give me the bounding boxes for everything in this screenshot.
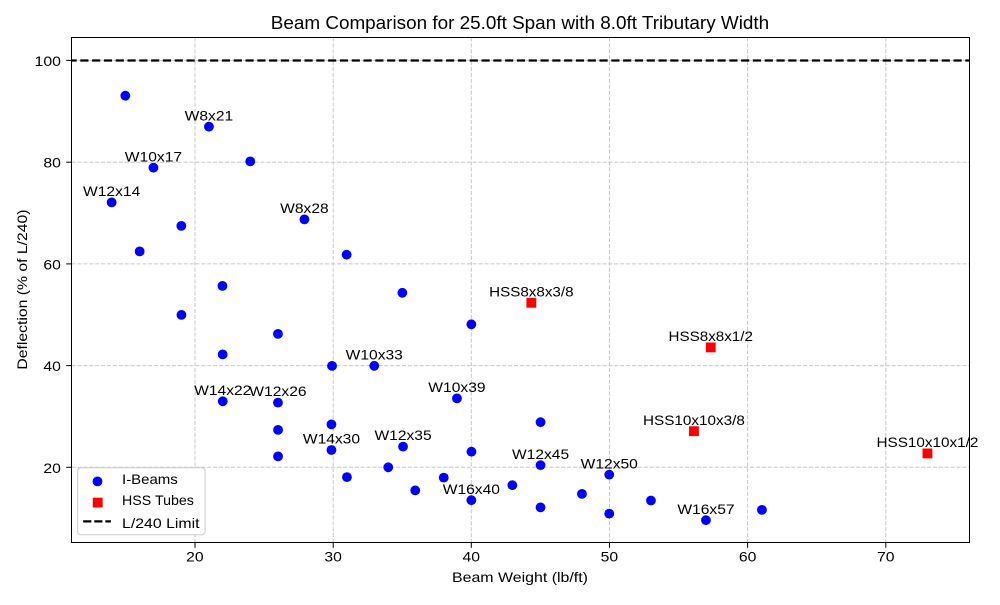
svg-text:40: 40 <box>43 358 61 374</box>
svg-text:W14x30: W14x30 <box>303 431 360 447</box>
svg-text:100: 100 <box>35 53 62 69</box>
svg-text:W12x14: W12x14 <box>83 183 141 199</box>
svg-text:W8x21: W8x21 <box>185 107 234 123</box>
svg-text:Beam Comparison for 25.0ft Spa: Beam Comparison for 25.0ft Span with 8.0… <box>271 13 769 33</box>
svg-text:W10x17: W10x17 <box>125 148 183 164</box>
svg-text:HSS8x8x1/2: HSS8x8x1/2 <box>669 328 754 344</box>
svg-text:W10x39: W10x39 <box>428 379 486 395</box>
svg-text:W8x28: W8x28 <box>280 200 329 216</box>
svg-text:50: 50 <box>601 549 619 565</box>
svg-text:W14x22: W14x22 <box>194 382 251 398</box>
svg-text:W10x33: W10x33 <box>346 346 403 362</box>
svg-text:W12x35: W12x35 <box>374 427 431 443</box>
svg-text:60: 60 <box>739 549 757 565</box>
svg-text:W12x45: W12x45 <box>512 446 569 462</box>
svg-text:40: 40 <box>463 549 481 565</box>
svg-text:20: 20 <box>43 460 61 476</box>
svg-text:HSS Tubes: HSS Tubes <box>122 492 194 508</box>
svg-text:W16x57: W16x57 <box>677 501 735 517</box>
svg-text:70: 70 <box>877 549 895 565</box>
svg-text:80: 80 <box>43 155 61 171</box>
svg-text:W12x26: W12x26 <box>249 383 307 399</box>
svg-text:HSS8x8x3/8: HSS8x8x3/8 <box>489 283 574 299</box>
svg-text:HSS10x10x1/2: HSS10x10x1/2 <box>877 434 979 450</box>
svg-text:W16x40: W16x40 <box>443 481 501 497</box>
svg-text:HSS10x10x3/8: HSS10x10x3/8 <box>643 412 745 428</box>
svg-text:L/240 Limit: L/240 Limit <box>122 515 200 531</box>
svg-text:W12x50: W12x50 <box>581 455 638 471</box>
svg-text:30: 30 <box>324 549 342 565</box>
svg-text:Deflection (% of L/240): Deflection (% of L/240) <box>14 209 30 369</box>
svg-text:20: 20 <box>186 549 204 565</box>
svg-text:Beam Weight (lb/ft): Beam Weight (lb/ft) <box>452 569 588 585</box>
svg-text:60: 60 <box>43 256 61 272</box>
svg-text:I-Beams: I-Beams <box>122 471 178 487</box>
